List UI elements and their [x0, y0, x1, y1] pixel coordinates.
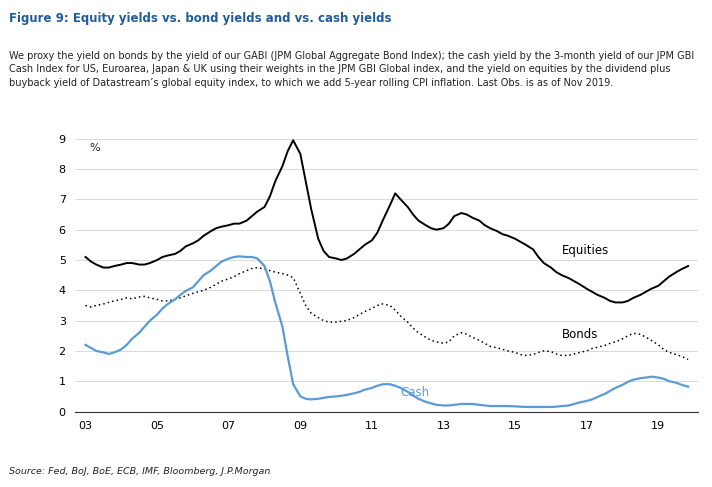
Text: Bonds: Bonds	[562, 328, 598, 341]
Text: Cash: Cash	[401, 386, 430, 399]
Text: %: %	[89, 143, 100, 153]
Text: We proxy the yield on bonds by the yield of our GABI (JPM Global Aggregate Bond : We proxy the yield on bonds by the yield…	[9, 51, 693, 88]
Text: Equities: Equities	[562, 244, 609, 258]
Text: Figure 9: Equity yields vs. bond yields and vs. cash yields: Figure 9: Equity yields vs. bond yields …	[9, 12, 391, 25]
Text: Source: Fed, BoJ, BoE, ECB, IMF, Bloomberg, J.P.Morgan: Source: Fed, BoJ, BoE, ECB, IMF, Bloombe…	[9, 468, 270, 476]
